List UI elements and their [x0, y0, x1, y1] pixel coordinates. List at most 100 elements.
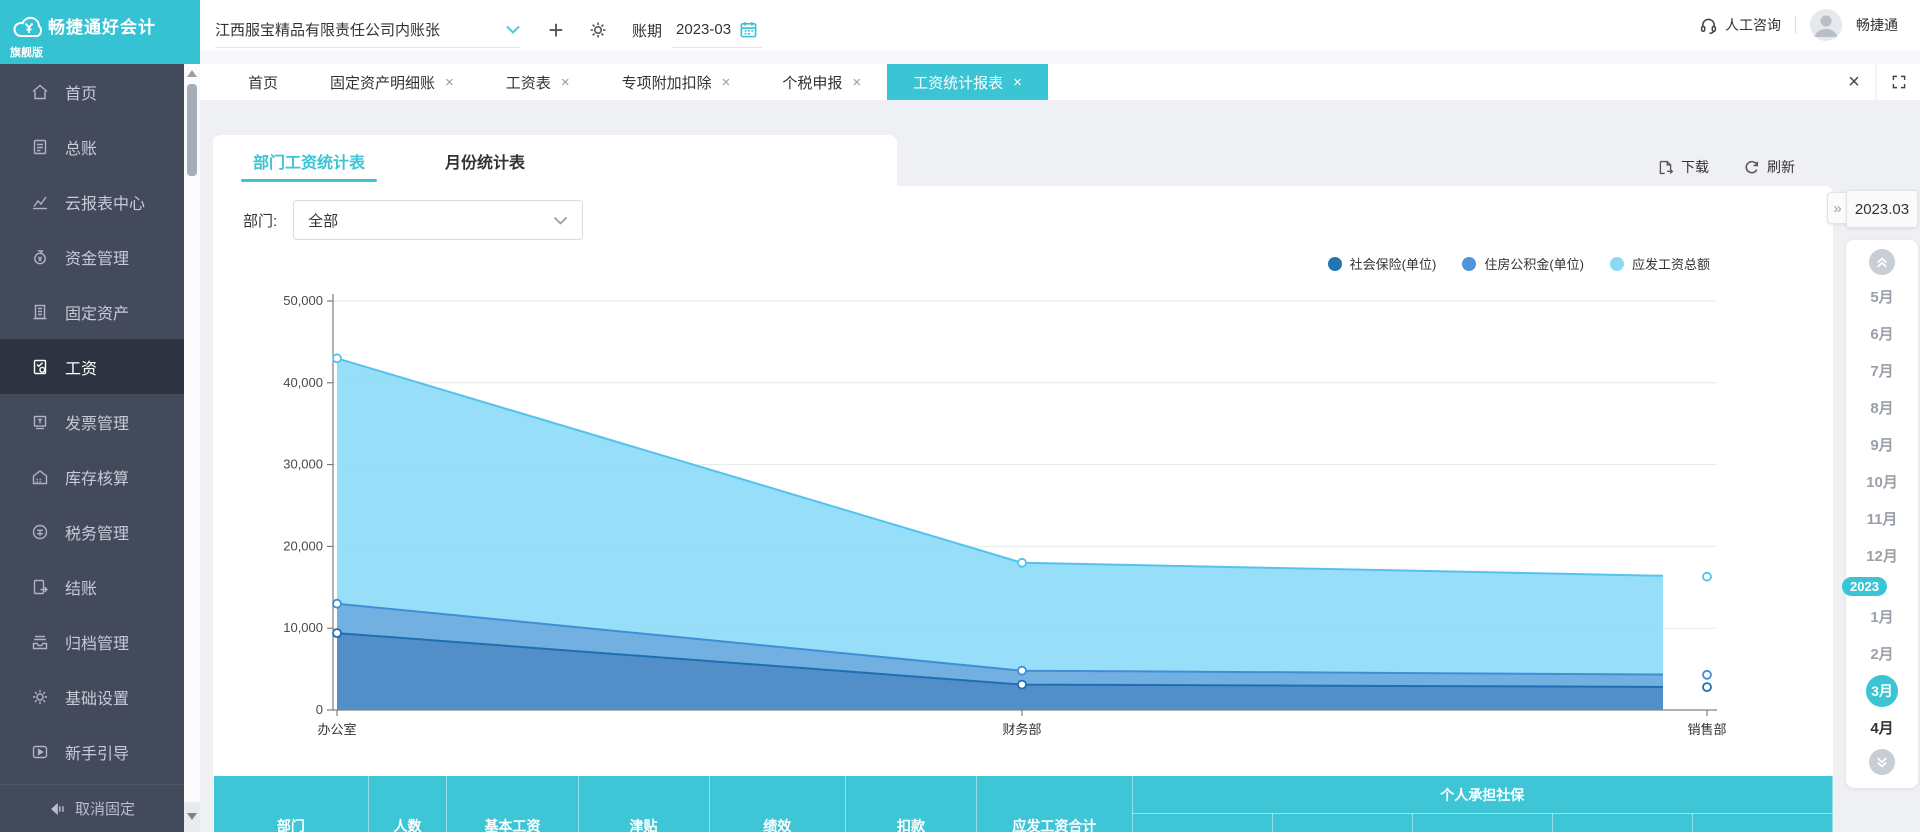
tab-首页[interactable]: 首页	[222, 64, 304, 100]
headset-icon	[1699, 16, 1718, 35]
close-all-tabs-button[interactable]: ×	[1832, 64, 1876, 100]
scroll-down-arrow[interactable]	[184, 802, 200, 832]
legend-item-住房公积金(单位)[interactable]: 住房公积金(单位)	[1462, 254, 1584, 273]
month-item-6月[interactable]: 6月	[1846, 315, 1918, 352]
tab-close-icon[interactable]: ×	[1013, 73, 1022, 91]
legend-item-应发工资总额[interactable]: 应发工资总额	[1609, 254, 1710, 273]
avatar[interactable]	[1810, 9, 1842, 41]
legend-label: 住房公积金(单位)	[1484, 257, 1584, 272]
sidebar-item-salary[interactable]: 工资	[0, 339, 184, 394]
content-area: 部门工资统计表 月份统计表 下载	[200, 100, 1920, 832]
month-item-9月[interactable]: 9月	[1846, 426, 1918, 463]
sidebar-item-funds[interactable]: 资金管理	[0, 229, 184, 284]
month-item-3月[interactable]: 3月	[1846, 672, 1918, 709]
month-item-4月[interactable]: 4月	[1846, 709, 1918, 746]
sidebar-item-home[interactable]: 首页	[0, 64, 184, 119]
scrollbar-thumb[interactable]	[187, 84, 197, 176]
fullscreen-button[interactable]	[1876, 64, 1920, 100]
tabs: 首页 固定资产明细账 × 工资表 × 专项附加扣除 × 个税申报 × 工资统计报表 ×	[222, 64, 1048, 100]
sidebar-item-settings[interactable]: 基础设置	[0, 669, 184, 724]
calendar-icon[interactable]	[739, 20, 758, 39]
months-scroll-up-button[interactable]	[1869, 249, 1895, 275]
sidebar-item-inventory[interactable]: 库存核算	[0, 449, 184, 504]
tab-close-icon[interactable]: ×	[445, 73, 454, 91]
sidebar-item-archive[interactable]: 归档管理	[0, 614, 184, 669]
month-label: 9月	[1870, 437, 1894, 454]
table-col-绩效: 绩效	[708, 775, 846, 832]
sidebar-item-label: 首页	[65, 85, 98, 103]
tab-专项附加扣除[interactable]: 专项附加扣除 ×	[596, 64, 757, 100]
month-item-10月[interactable]: 10月	[1846, 463, 1918, 500]
scroll-up-arrow[interactable]	[187, 70, 197, 77]
subtab-部门工资统计表[interactable]: 部门工资统计表	[213, 135, 405, 186]
sidebar-item-ledger[interactable]: 总账	[0, 119, 184, 174]
tab-label: 工资表	[505, 74, 551, 92]
month-label: 6月	[1870, 326, 1894, 343]
add-account-button[interactable]: +	[548, 14, 564, 45]
month-label: 10月	[1866, 474, 1898, 491]
table-subcol	[1271, 813, 1413, 832]
tab-close-icon[interactable]: ×	[560, 73, 570, 91]
table-col-应发工资合计: 应发工资合计	[976, 775, 1133, 832]
sidebar-item-fixed-assets[interactable]: 固定资产	[0, 284, 184, 339]
tab-label: 个税申报	[782, 74, 843, 92]
legend-label: 社会保险(单位)	[1349, 257, 1437, 272]
help-button[interactable]: 人工咨询	[1699, 15, 1781, 35]
current-period-box[interactable]: 2023.03	[1846, 190, 1918, 228]
refresh-button[interactable]: 刷新	[1743, 157, 1795, 177]
tab-label: 专项附加扣除	[621, 74, 712, 92]
department-select[interactable]: 全部	[293, 200, 584, 240]
report-card: 部门: 全部 社会保险(单位) 住房公积金(单位) 应发工资总额 0 10,000 20…	[213, 186, 1833, 832]
month-label: 5月	[1870, 289, 1894, 306]
sidebar-item-cloud-report[interactable]: 云报表中心	[0, 174, 184, 229]
company-selector[interactable]: 江西服宝精品有限责任公司内账张	[215, 12, 520, 48]
gear-icon[interactable]	[582, 14, 614, 46]
download-button[interactable]: 下载	[1657, 157, 1709, 177]
sidebar-item-invoice[interactable]: 发票管理	[0, 394, 184, 449]
chart-legend: 社会保险(单位) 住房公积金(单位) 应发工资总额	[1327, 254, 1710, 273]
svg-text:10,000: 10,000	[283, 620, 323, 635]
legend-dot	[1462, 256, 1477, 271]
month-item-8月[interactable]: 8月	[1846, 389, 1918, 426]
sidebar-item-label: 资金管理	[65, 250, 130, 268]
tab-工资表[interactable]: 工资表 ×	[480, 64, 596, 100]
closing-icon	[30, 577, 50, 597]
month-label: 4月	[1870, 720, 1894, 737]
sidebar-item-guide[interactable]: 新手引导	[0, 724, 184, 779]
topbar-right: 人工咨询 畅捷通	[1699, 0, 1898, 50]
month-item-2月[interactable]: 2月	[1846, 635, 1918, 672]
svg-text:销售部: 销售部	[1687, 722, 1726, 737]
help-label: 人工咨询	[1725, 17, 1781, 33]
cloud-logo-icon	[12, 12, 46, 42]
table-subcol	[1551, 813, 1693, 832]
months-scroll-down-button[interactable]	[1869, 749, 1895, 775]
unpin-label: 取消固定	[74, 801, 135, 818]
department-filter-label: 部门:	[243, 212, 278, 230]
tabstrip-spacer	[200, 64, 222, 100]
table-col-扣款: 扣款	[844, 775, 978, 832]
topbar-bottom-strip	[200, 50, 1920, 64]
sidebar-item-tax[interactable]: 税务管理	[0, 504, 184, 559]
legend-item-社会保险(单位)[interactable]: 社会保险(单位)	[1327, 254, 1437, 273]
unpin-sidebar-button[interactable]: 取消固定	[0, 784, 184, 832]
subtab-月份统计表[interactable]: 月份统计表	[405, 135, 565, 186]
table-subcol	[1691, 813, 1833, 832]
legend-dot	[1327, 256, 1342, 271]
tab-固定资产明细账[interactable]: 固定资产明细账 ×	[304, 64, 480, 100]
tab-close-icon[interactable]: ×	[852, 73, 862, 91]
tab-个税申报[interactable]: 个税申报 ×	[756, 64, 887, 100]
period-value: 2023-03	[676, 21, 732, 38]
sidebar-items: 首页总账 云报表中心资金管理固定资产 工资 发票管理 库存核算 税务管理 结账归档管理基础设…	[0, 64, 184, 779]
sidebar-item-label: 归档管理	[65, 635, 130, 653]
tab-工资统计报表[interactable]: 工资统计报表 ×	[887, 64, 1048, 100]
tab-close-icon[interactable]: ×	[721, 73, 731, 91]
collapse-month-panel-button[interactable]: »	[1827, 192, 1847, 224]
month-item-1月[interactable]: 1月	[1846, 598, 1918, 635]
period-picker[interactable]: 2023-03	[672, 12, 763, 48]
sidebar-item-closing[interactable]: 结账	[0, 559, 184, 614]
month-item-7月[interactable]: 7月	[1846, 352, 1918, 389]
month-item-5月[interactable]: 5月	[1846, 278, 1918, 315]
month-item-11月[interactable]: 11月	[1846, 500, 1918, 537]
month-item-12月[interactable]: 12月	[1846, 537, 1918, 574]
